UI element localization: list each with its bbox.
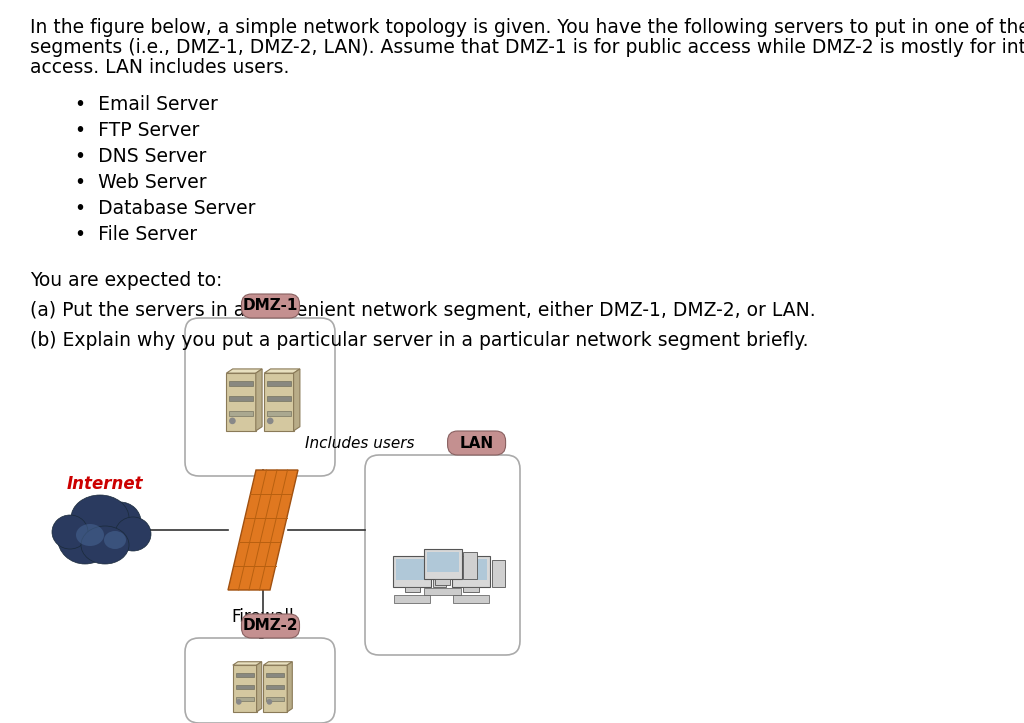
Circle shape xyxy=(229,418,236,424)
Polygon shape xyxy=(232,662,262,665)
FancyBboxPatch shape xyxy=(394,595,430,603)
Text: DMZ-2: DMZ-2 xyxy=(243,618,298,633)
FancyBboxPatch shape xyxy=(185,318,335,476)
Polygon shape xyxy=(264,369,300,373)
Text: Internet: Internet xyxy=(67,475,143,493)
FancyBboxPatch shape xyxy=(226,373,256,431)
Text: •  File Server: • File Server xyxy=(75,225,198,244)
Text: •  DNS Server: • DNS Server xyxy=(75,147,207,166)
Bar xyxy=(229,411,253,416)
FancyBboxPatch shape xyxy=(424,549,462,579)
Text: Firewall: Firewall xyxy=(231,608,294,626)
FancyBboxPatch shape xyxy=(242,294,299,318)
Text: You are expected to:: You are expected to: xyxy=(30,271,222,290)
Polygon shape xyxy=(256,369,262,431)
Polygon shape xyxy=(294,369,300,431)
FancyBboxPatch shape xyxy=(264,373,294,431)
Ellipse shape xyxy=(99,502,141,542)
Text: •  Web Server: • Web Server xyxy=(75,173,207,192)
Bar xyxy=(236,685,254,689)
Bar xyxy=(236,697,254,701)
Bar xyxy=(266,685,285,689)
FancyBboxPatch shape xyxy=(464,586,478,592)
FancyBboxPatch shape xyxy=(433,560,446,586)
FancyBboxPatch shape xyxy=(242,614,299,638)
Polygon shape xyxy=(263,662,292,665)
Bar xyxy=(267,381,291,386)
Bar xyxy=(266,673,285,677)
FancyBboxPatch shape xyxy=(453,595,489,603)
Polygon shape xyxy=(226,369,262,373)
FancyBboxPatch shape xyxy=(396,559,428,580)
Bar xyxy=(267,411,291,416)
Circle shape xyxy=(267,418,272,424)
Text: access. LAN includes users.: access. LAN includes users. xyxy=(30,58,290,77)
Text: LAN: LAN xyxy=(460,435,494,450)
Bar xyxy=(229,381,253,386)
Bar xyxy=(236,673,254,677)
Ellipse shape xyxy=(115,517,151,551)
FancyBboxPatch shape xyxy=(492,560,505,586)
Text: (a) Put the servers in a convenient network segment, either DMZ-1, DMZ-2, or LAN: (a) Put the servers in a convenient netw… xyxy=(30,301,816,320)
Text: (b) Explain why you put a particular server in a particular network segment brie: (b) Explain why you put a particular ser… xyxy=(30,331,809,350)
Ellipse shape xyxy=(52,515,88,549)
Text: Includes users: Includes users xyxy=(305,435,415,450)
FancyBboxPatch shape xyxy=(455,559,487,580)
Ellipse shape xyxy=(81,526,129,564)
FancyBboxPatch shape xyxy=(404,586,420,592)
Ellipse shape xyxy=(57,512,113,564)
FancyBboxPatch shape xyxy=(452,556,490,586)
Text: •  FTP Server: • FTP Server xyxy=(75,121,200,140)
Text: •  Email Server: • Email Server xyxy=(75,95,218,114)
FancyBboxPatch shape xyxy=(435,579,451,585)
FancyBboxPatch shape xyxy=(393,556,431,586)
FancyBboxPatch shape xyxy=(464,552,477,579)
Ellipse shape xyxy=(104,531,126,549)
Bar xyxy=(229,395,253,401)
Text: In the figure below, a simple network topology is given. You have the following : In the figure below, a simple network to… xyxy=(30,18,1024,37)
FancyBboxPatch shape xyxy=(427,552,459,572)
FancyBboxPatch shape xyxy=(447,431,506,455)
FancyBboxPatch shape xyxy=(263,665,287,712)
Circle shape xyxy=(237,700,241,704)
FancyBboxPatch shape xyxy=(365,455,520,655)
Polygon shape xyxy=(257,662,262,712)
Text: DMZ-1: DMZ-1 xyxy=(243,299,298,314)
Polygon shape xyxy=(287,662,292,712)
Bar xyxy=(267,395,291,401)
Circle shape xyxy=(267,700,271,704)
Text: •  Database Server: • Database Server xyxy=(75,199,256,218)
FancyBboxPatch shape xyxy=(232,665,257,712)
FancyBboxPatch shape xyxy=(425,588,461,595)
Bar xyxy=(266,697,285,701)
Polygon shape xyxy=(228,470,298,590)
Ellipse shape xyxy=(76,524,104,546)
Text: segments (i.e., DMZ-1, DMZ-2, LAN). Assume that DMZ-1 is for public access while: segments (i.e., DMZ-1, DMZ-2, LAN). Assu… xyxy=(30,38,1024,57)
FancyBboxPatch shape xyxy=(185,638,335,723)
Ellipse shape xyxy=(71,495,129,541)
